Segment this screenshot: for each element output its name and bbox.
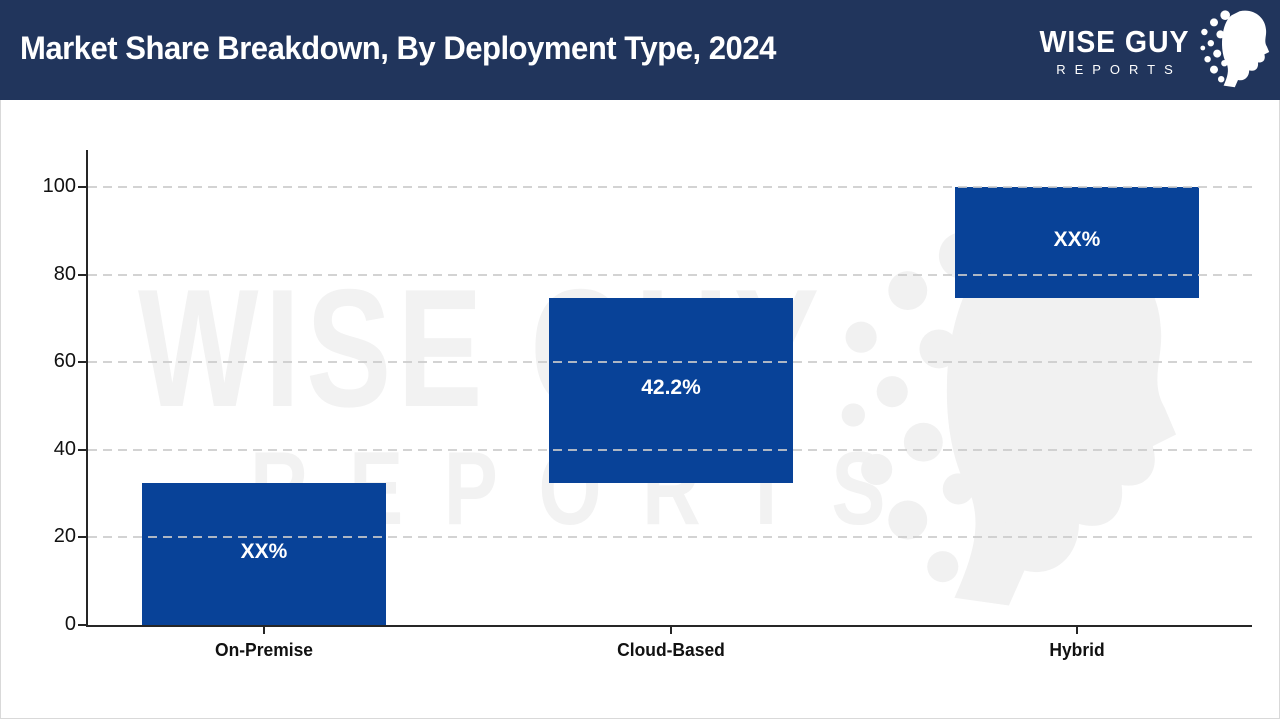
logo-wordmark: WISE GUY [1039,23,1190,59]
bar-segment [549,297,793,483]
y-tick-mark [78,624,86,626]
gridline [88,448,1252,451]
x-tick-label: Hybrid [1049,640,1105,660]
x-tick-label: Cloud-Based [617,640,725,660]
y-tick-mark [78,186,86,188]
dotted-head-icon [1198,7,1270,94]
y-tick-label: 60 [53,350,76,373]
x-tick-mark [670,627,672,634]
y-tick-label: 40 [53,437,76,460]
x-axis-line [86,625,1252,627]
y-tick-label: 80 [53,262,76,285]
y-tick-mark [78,448,86,451]
bar-value-label: XX% [1053,228,1101,252]
y-tick-mark [78,273,86,276]
y-tick-label: 20 [53,525,76,548]
bar-segment [142,482,386,625]
y-tick-mark [78,536,86,539]
gridline [88,273,1252,276]
logo-subtitle: REPORTS [1056,61,1182,77]
wise-guy-logo: WISE GUY REPORTS [1033,8,1270,92]
gridline [88,536,1252,539]
y-tick-label: 0 [64,613,76,635]
bar-segment [955,187,1199,298]
y-axis-line [86,150,88,627]
bar-value-label: 42.2% [641,376,701,400]
gridline [88,186,1252,188]
y-tick-label: 100 [42,175,76,197]
y-tick-mark [78,361,86,364]
x-tick-label: On-Premise [214,640,314,660]
header-band: Market Share Breakdown, By Deployment Ty… [0,0,1280,100]
gridline [88,361,1252,364]
bar-value-label: XX% [240,539,288,563]
page-title: Market Share Breakdown, By Deployment Ty… [20,30,776,66]
x-tick-mark [263,627,265,634]
logo-text: WISE GUY REPORTS [1033,24,1196,77]
watermark-dotted-head-icon [830,215,1180,620]
x-tick-mark [1076,627,1078,634]
